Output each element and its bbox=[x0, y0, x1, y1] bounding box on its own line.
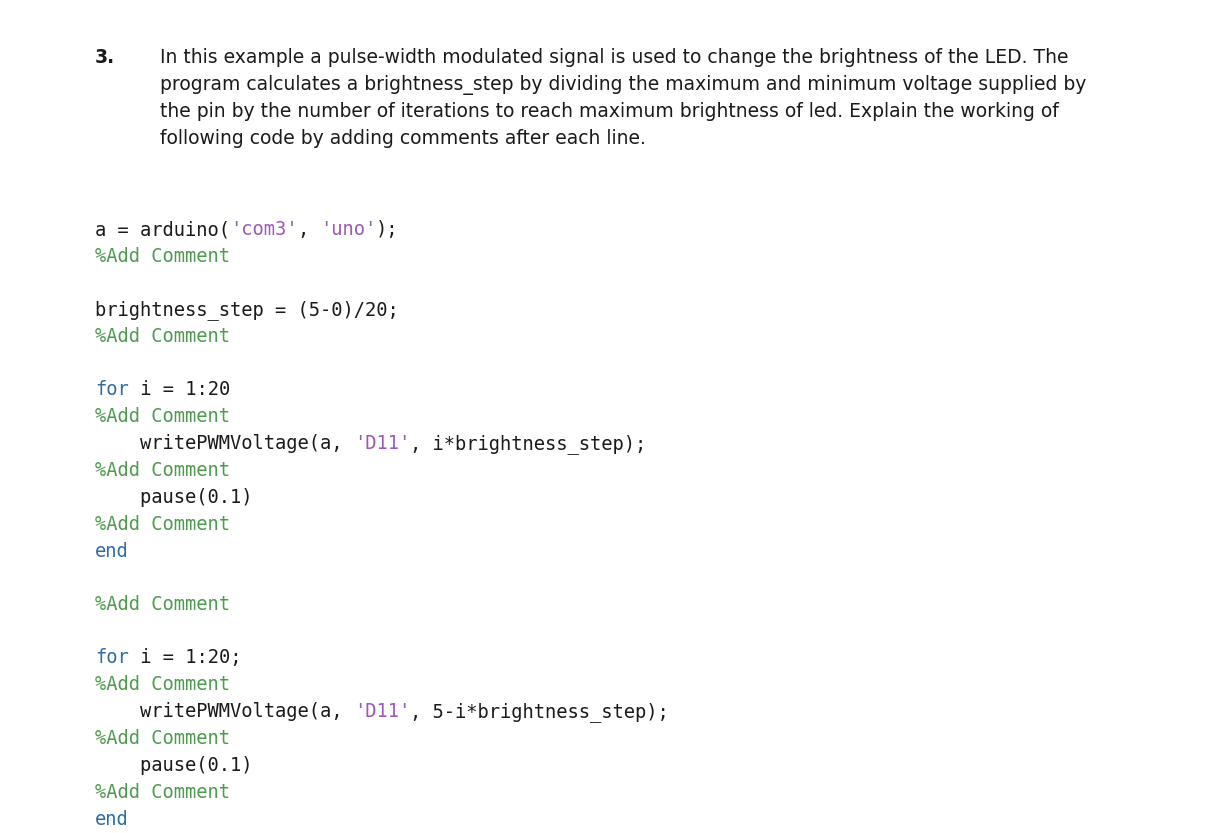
Text: %Add Comment: %Add Comment bbox=[96, 247, 230, 266]
Text: pause(0.1): pause(0.1) bbox=[96, 488, 253, 507]
Text: end: end bbox=[96, 542, 128, 561]
Text: 'D11': 'D11' bbox=[353, 434, 410, 453]
Text: 'com3': 'com3' bbox=[230, 220, 298, 239]
Text: i = 1:20: i = 1:20 bbox=[128, 380, 230, 399]
Text: ,: , bbox=[298, 220, 319, 239]
Text: a = arduino(: a = arduino( bbox=[96, 220, 230, 239]
Text: %Add Comment: %Add Comment bbox=[96, 595, 230, 614]
Text: i = 1:20;: i = 1:20; bbox=[128, 648, 241, 667]
Text: for: for bbox=[96, 648, 128, 667]
Text: the pin by the number of iterations to reach maximum brightness of led. Explain : the pin by the number of iterations to r… bbox=[160, 102, 1059, 121]
Text: %Add Comment: %Add Comment bbox=[96, 783, 230, 802]
Text: In this example a pulse-width modulated signal is used to change the brightness : In this example a pulse-width modulated … bbox=[160, 48, 1068, 67]
Text: 'uno': 'uno' bbox=[319, 220, 376, 239]
Text: %Add Comment: %Add Comment bbox=[96, 407, 230, 426]
Text: 3.: 3. bbox=[96, 48, 115, 67]
Text: %Add Comment: %Add Comment bbox=[96, 461, 230, 480]
Text: for: for bbox=[96, 380, 128, 399]
Text: program calculates a brightness_step by dividing the maximum and minimum voltage: program calculates a brightness_step by … bbox=[160, 75, 1087, 95]
Text: %Add Comment: %Add Comment bbox=[96, 327, 230, 346]
Text: , i*brightness_step);: , i*brightness_step); bbox=[410, 434, 646, 454]
Text: %Add Comment: %Add Comment bbox=[96, 515, 230, 534]
Text: writePWMVoltage(a,: writePWMVoltage(a, bbox=[96, 434, 353, 453]
Text: );: ); bbox=[376, 220, 399, 239]
Text: 'D11': 'D11' bbox=[353, 702, 410, 721]
Text: pause(0.1): pause(0.1) bbox=[96, 756, 253, 775]
Text: %Add Comment: %Add Comment bbox=[96, 675, 230, 694]
Text: writePWMVoltage(a,: writePWMVoltage(a, bbox=[96, 702, 353, 721]
Text: following code by adding comments after each line.: following code by adding comments after … bbox=[160, 129, 646, 148]
Text: %Add Comment: %Add Comment bbox=[96, 729, 230, 748]
Text: , 5-i*brightness_step);: , 5-i*brightness_step); bbox=[410, 702, 669, 722]
Text: brightness_step = (5-0)/20;: brightness_step = (5-0)/20; bbox=[96, 300, 399, 320]
Text: end: end bbox=[96, 810, 128, 829]
